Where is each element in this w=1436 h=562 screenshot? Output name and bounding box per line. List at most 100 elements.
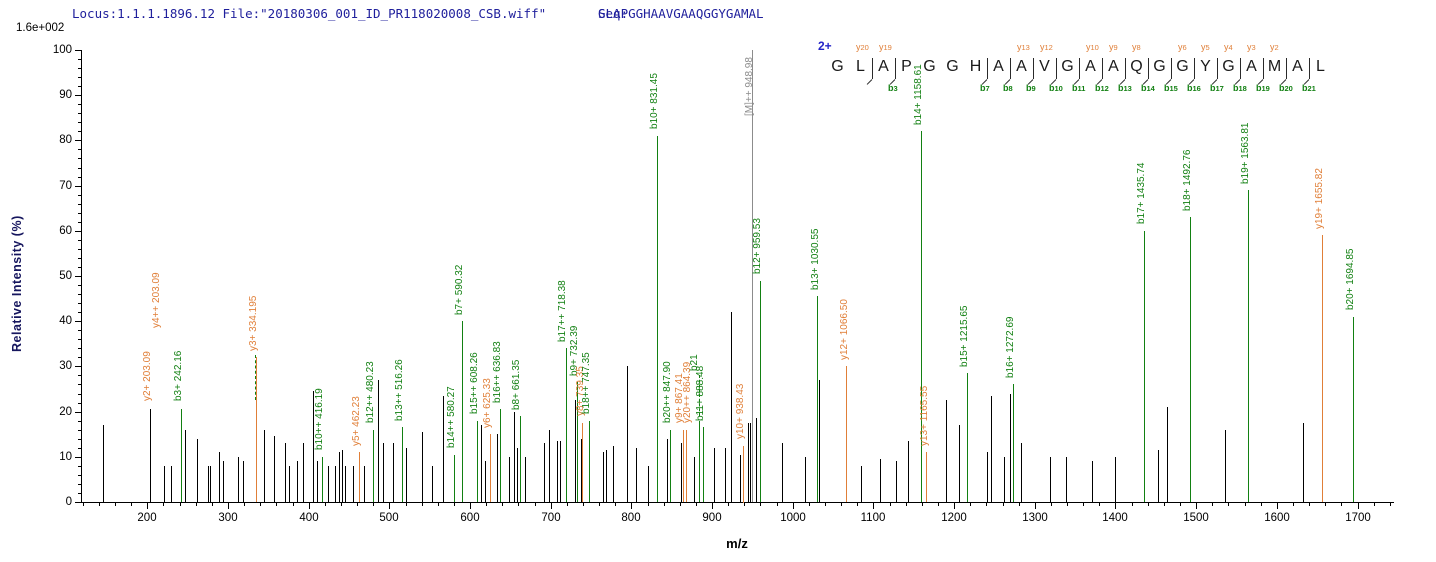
b-ion-label: b7 bbox=[980, 83, 990, 93]
peak-line bbox=[378, 380, 379, 502]
b-ion-label: b16 bbox=[1187, 83, 1201, 93]
ion-peak-line bbox=[402, 427, 403, 502]
x-minor-tick bbox=[535, 503, 536, 506]
y-major-tick bbox=[75, 276, 81, 277]
peptide-residue: G bbox=[1176, 58, 1189, 75]
peak-line bbox=[185, 430, 186, 502]
x-minor-tick bbox=[583, 503, 584, 506]
peak-line bbox=[317, 461, 318, 502]
x-major-tick bbox=[954, 503, 955, 509]
ion-peak-line bbox=[817, 296, 818, 502]
x-major-tick bbox=[793, 503, 794, 509]
peak-line bbox=[517, 448, 518, 502]
ion-peak-line bbox=[752, 50, 753, 502]
x-minor-tick bbox=[518, 503, 519, 506]
seq-label: Seq: bbox=[598, 6, 636, 21]
ion-peak-line bbox=[1190, 217, 1191, 502]
x-minor-tick bbox=[1164, 503, 1165, 506]
x-minor-tick bbox=[212, 503, 213, 506]
ion-peak-line bbox=[255, 355, 256, 400]
y-ion-label: y20 bbox=[856, 42, 869, 52]
ion-peak-line bbox=[582, 423, 583, 502]
y-tick-label: 90 bbox=[59, 89, 72, 101]
peak-line bbox=[406, 448, 407, 502]
x-minor-tick bbox=[196, 503, 197, 506]
x-minor-tick bbox=[648, 503, 649, 506]
peak-label: y20++ 864.39 bbox=[682, 361, 693, 423]
x-major-tick bbox=[1115, 503, 1116, 509]
peptide-residue: A bbox=[1246, 58, 1257, 75]
x-minor-tick bbox=[825, 503, 826, 506]
y-ion-label: y10 bbox=[1086, 42, 1099, 52]
y-major-tick bbox=[75, 412, 81, 413]
peak-label: b15++ 608.26 bbox=[469, 352, 480, 414]
ion-peak-line bbox=[921, 131, 922, 502]
peak-line bbox=[1010, 394, 1011, 502]
peak-line bbox=[908, 441, 909, 502]
peak-line bbox=[896, 461, 897, 502]
b-ion-label: b18 bbox=[1233, 83, 1247, 93]
peptide-residue: A bbox=[1085, 58, 1096, 75]
peptide-residue: Q bbox=[1130, 58, 1143, 75]
cleavage-mark bbox=[1217, 58, 1218, 79]
x-tick-label: 500 bbox=[379, 512, 399, 524]
y-minor-tick bbox=[78, 484, 81, 485]
cleavage-mark bbox=[1194, 58, 1195, 79]
x-minor-tick bbox=[1261, 503, 1262, 506]
y-minor-tick bbox=[78, 59, 81, 60]
x-minor-tick bbox=[890, 503, 891, 506]
x-minor-tick bbox=[728, 503, 729, 506]
ion-peak-line bbox=[1353, 317, 1354, 502]
cleavage-mark bbox=[1171, 58, 1172, 79]
peak-label: b20+ 1694.85 bbox=[1345, 248, 1356, 310]
x-minor-tick bbox=[422, 503, 423, 506]
peak-line bbox=[481, 425, 482, 502]
x-minor-tick bbox=[1341, 503, 1342, 506]
b-ion-label: b9 bbox=[1026, 83, 1036, 93]
x-minor-tick bbox=[438, 503, 439, 506]
x-tick-label: 200 bbox=[137, 512, 157, 524]
x-minor-tick bbox=[406, 503, 407, 506]
peptide-residue: A bbox=[1292, 58, 1303, 75]
y-minor-tick bbox=[78, 375, 81, 376]
y-major-tick bbox=[75, 140, 81, 141]
y-major-tick bbox=[75, 95, 81, 96]
peak-line bbox=[219, 452, 220, 502]
y-minor-tick bbox=[78, 339, 81, 340]
ion-peak-line bbox=[1013, 384, 1014, 502]
x-minor-tick bbox=[276, 503, 277, 506]
peak-label: b14++ 580.27 bbox=[446, 386, 457, 448]
x-minor-tick bbox=[744, 503, 745, 506]
x-minor-tick bbox=[244, 503, 245, 506]
peak-line bbox=[297, 461, 298, 502]
y-minor-tick bbox=[78, 177, 81, 178]
x-minor-tick bbox=[938, 503, 939, 506]
y-minor-tick bbox=[78, 303, 81, 304]
x-minor-tick bbox=[906, 503, 907, 506]
peak-line bbox=[335, 466, 336, 502]
b-ion-label: b20 bbox=[1279, 83, 1293, 93]
b-ion-label: b15 bbox=[1164, 83, 1178, 93]
ion-peak-line bbox=[322, 457, 323, 502]
y-minor-tick bbox=[78, 384, 81, 385]
x-minor-tick bbox=[1099, 503, 1100, 506]
peak-line bbox=[485, 461, 486, 502]
y-tick-label: 30 bbox=[59, 360, 72, 372]
y-minor-tick bbox=[78, 430, 81, 431]
peak-line bbox=[264, 430, 265, 502]
y-minor-tick bbox=[78, 421, 81, 422]
x-minor-tick bbox=[567, 503, 568, 506]
ion-peak-line bbox=[566, 348, 567, 502]
peak-label: b17+ 1435.74 bbox=[1136, 162, 1147, 224]
b-ion-label: b17 bbox=[1210, 83, 1224, 93]
sequence-value: GLAPGGHAAVGAAQGGYGAMAL bbox=[598, 6, 764, 21]
x-minor-tick bbox=[986, 503, 987, 506]
peak-line bbox=[443, 396, 444, 502]
y-tick-label: 40 bbox=[59, 315, 72, 327]
cleavage-mark bbox=[895, 58, 896, 79]
x-minor-tick bbox=[260, 503, 261, 506]
y-ion-label: y2 bbox=[1270, 42, 1279, 52]
x-tick-label: 1100 bbox=[860, 512, 886, 524]
